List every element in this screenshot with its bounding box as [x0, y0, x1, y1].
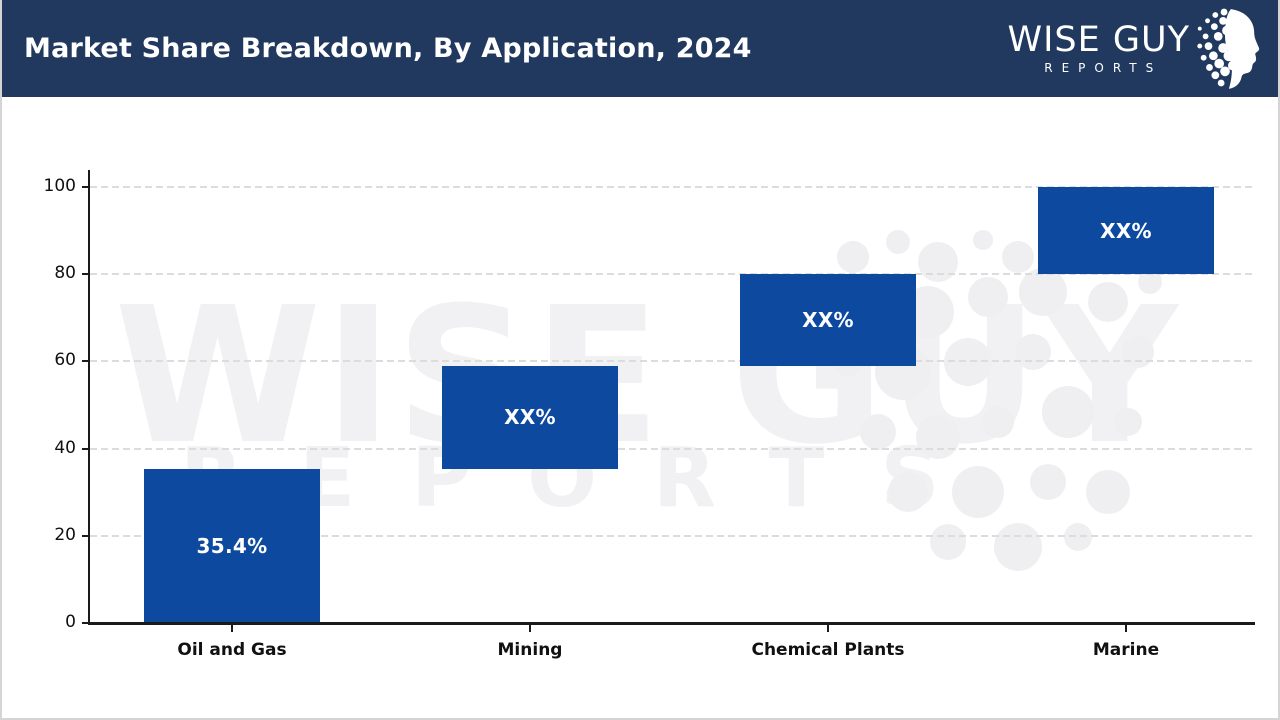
header: Market Share Breakdown, By Application, … — [2, 0, 1278, 97]
bar-oil-and-gas: 35.4% — [144, 468, 320, 623]
y-axis-tick — [82, 534, 90, 537]
x-axis-tick — [1125, 625, 1127, 632]
y-axis-line — [88, 170, 90, 625]
logo-subtitle: REPORTS — [1044, 60, 1163, 75]
x-category-label: Oil and Gas — [177, 640, 287, 660]
watermark-wordmark: WISE GUY — [114, 267, 1180, 486]
y-axis-tick — [82, 186, 90, 188]
x-axis-line — [88, 622, 1255, 625]
y-tick-label: 80 — [54, 263, 76, 284]
x-axis-tick — [231, 625, 233, 632]
gridline — [90, 186, 1255, 188]
watermark-subtitle: REPORTS — [180, 431, 996, 526]
logo-face-icon — [1197, 8, 1260, 89]
wiseguy-logo: WISE GUY REPORTS — [1007, 7, 1260, 91]
logo-text: WISE GUY REPORTS — [1007, 19, 1190, 75]
gridline — [90, 360, 1255, 363]
bar-value-label: XX% — [504, 405, 556, 430]
x-axis-tick — [827, 625, 829, 632]
bar-value-label: XX% — [802, 307, 854, 332]
y-tick-label: 0 — [65, 612, 76, 632]
gridline — [90, 273, 1255, 276]
y-axis-tick — [82, 447, 90, 450]
bar-value-label: XX% — [1100, 218, 1152, 243]
x-category-label: Marine — [1092, 640, 1160, 660]
page-title: Market Share Breakdown, By Application, … — [24, 33, 752, 64]
bar-chemical-plants: XX% — [740, 274, 916, 366]
bar-mining: XX% — [442, 365, 618, 469]
y-tick-label: 60 — [54, 350, 76, 371]
y-axis-tick — [82, 360, 90, 363]
y-axis-tick — [82, 273, 90, 276]
bar-value-label: 35.4% — [196, 533, 268, 558]
y-tick-label: 100 — [43, 176, 76, 196]
bar-marine: XX% — [1038, 187, 1214, 275]
y-tick-label: 40 — [54, 437, 76, 458]
gridline — [90, 534, 1255, 537]
watermark-dots-head-icon — [834, 225, 1162, 571]
logo-wordmark: WISE GUY — [1007, 19, 1190, 60]
gridline — [90, 447, 1255, 450]
y-axis-tick — [82, 622, 90, 624]
x-axis-tick — [529, 625, 531, 632]
y-tick-label: 20 — [54, 524, 76, 545]
x-category-label: Mining — [497, 640, 563, 660]
x-category-label: Chemical Plants — [751, 640, 905, 660]
